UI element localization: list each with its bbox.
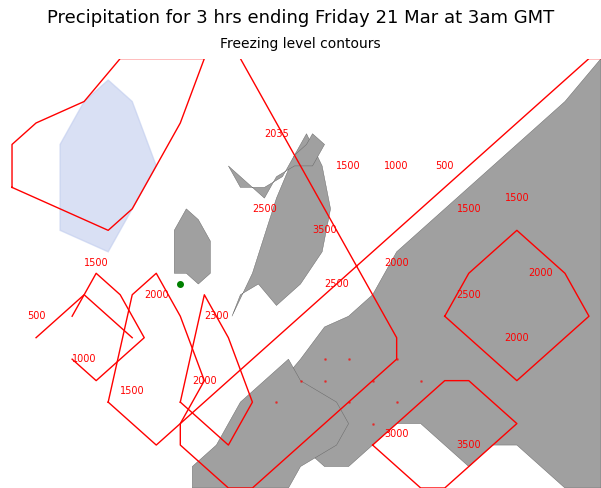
Text: 2035: 2035 bbox=[264, 129, 289, 139]
Text: 2500: 2500 bbox=[324, 279, 349, 289]
Text: 1500: 1500 bbox=[505, 193, 529, 203]
Polygon shape bbox=[228, 134, 325, 198]
Text: Precipitation for 3 hrs ending Friday 21 Mar at 3am GMT: Precipitation for 3 hrs ending Friday 21… bbox=[47, 9, 554, 26]
Polygon shape bbox=[232, 134, 331, 316]
Text: 1500: 1500 bbox=[337, 161, 361, 171]
Text: 1500: 1500 bbox=[84, 258, 108, 267]
Text: 2500: 2500 bbox=[456, 290, 481, 300]
Text: 2300: 2300 bbox=[204, 311, 228, 321]
Text: 2000: 2000 bbox=[385, 258, 409, 267]
Text: 1000: 1000 bbox=[72, 354, 96, 364]
Text: 2500: 2500 bbox=[252, 204, 277, 214]
Polygon shape bbox=[174, 209, 210, 284]
Text: 1500: 1500 bbox=[457, 204, 481, 214]
Text: 1500: 1500 bbox=[120, 386, 144, 396]
Polygon shape bbox=[60, 80, 156, 252]
Text: 3500: 3500 bbox=[313, 225, 337, 235]
Text: 2000: 2000 bbox=[505, 333, 529, 343]
Text: 2000: 2000 bbox=[192, 376, 216, 386]
Text: 2000: 2000 bbox=[529, 268, 553, 278]
Text: 500: 500 bbox=[27, 311, 45, 321]
Text: 3500: 3500 bbox=[457, 440, 481, 450]
Text: 2000: 2000 bbox=[144, 290, 168, 300]
Polygon shape bbox=[282, 59, 601, 488]
Text: Freezing level contours: Freezing level contours bbox=[220, 37, 381, 51]
Polygon shape bbox=[192, 359, 349, 488]
Text: 500: 500 bbox=[436, 161, 454, 171]
Text: 3000: 3000 bbox=[385, 429, 409, 439]
Text: 1000: 1000 bbox=[385, 161, 409, 171]
